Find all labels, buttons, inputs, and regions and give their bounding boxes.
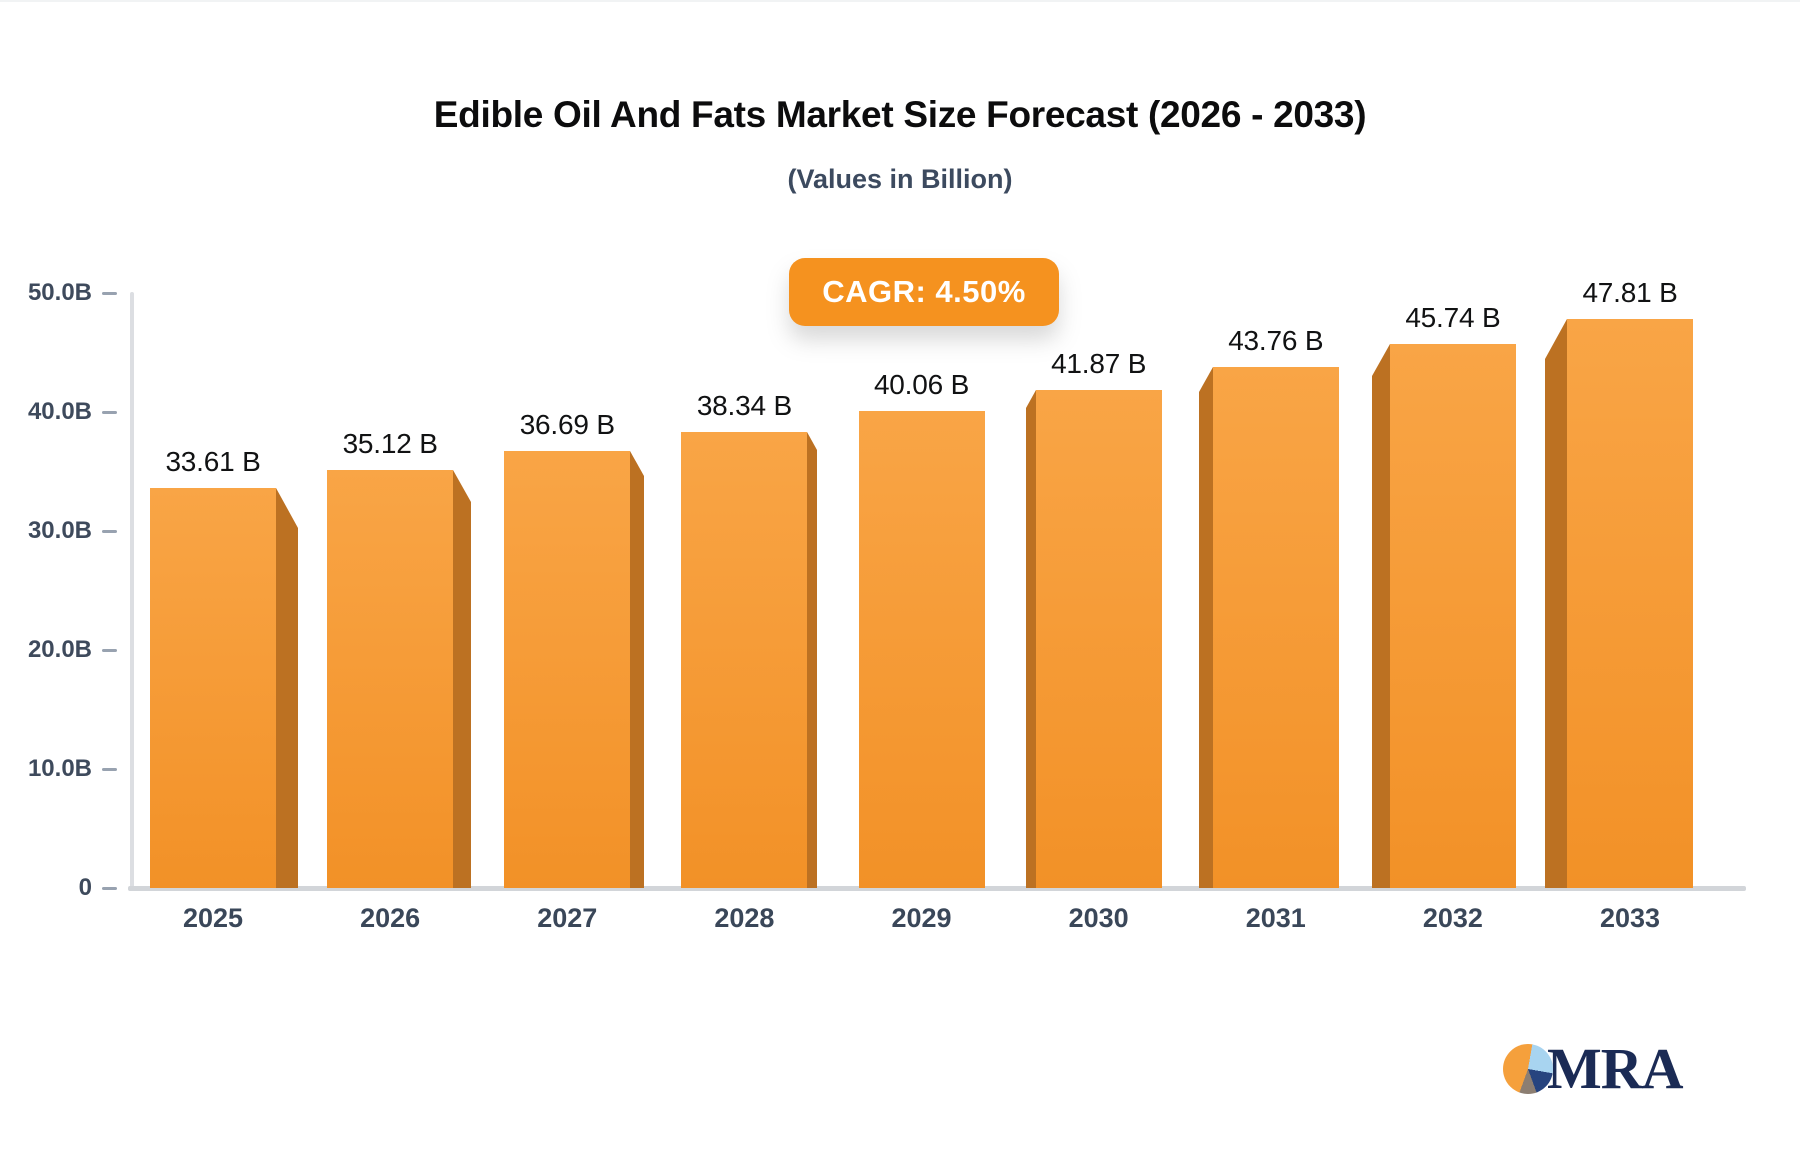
y-tick-mark (102, 768, 117, 771)
x-axis-label-2027: 2027 (537, 903, 598, 933)
y-axis-line (130, 292, 134, 890)
x-axis-baseline (128, 886, 1746, 891)
bar-2026 (327, 470, 453, 888)
y-tick-mark (102, 649, 117, 652)
y-tick-mark (102, 887, 117, 890)
bar-2028 (681, 432, 807, 888)
x-axis-label-2032: 2032 (1422, 903, 1483, 933)
bar-value-label-2027: 36.69 B (519, 409, 615, 440)
pie-chart-icon (1503, 1044, 1553, 1094)
cagr-badge: CAGR: 4.50% (789, 258, 1059, 326)
bar-side-2027 (630, 451, 644, 888)
bar-side-2026 (453, 470, 471, 888)
y-tick-mark (102, 530, 117, 533)
y-tick-label-20.0B: 20.0B (27, 636, 92, 663)
logo-text: MRA (1547, 1036, 1684, 1101)
mra-logo: MRA (1503, 1034, 1684, 1104)
x-axis-label-2025: 2025 (182, 903, 244, 933)
cagr-badge-label: CAGR: 4.50% (822, 274, 1026, 309)
y-tick-label-10.0B: 10.0B (27, 755, 92, 782)
y-tick-label-50.0B: 50.0B (27, 279, 92, 306)
chart-subtitle: (Values in Billion) (787, 164, 1013, 194)
bar-side-2032 (1372, 344, 1390, 888)
y-tick-mark (102, 411, 117, 414)
x-axis-label-2026: 2026 (360, 903, 421, 933)
bar-side-2025 (276, 488, 298, 888)
y-tick-label-0: 0 (78, 874, 92, 901)
bar-side-2028 (807, 432, 817, 888)
x-axis-label-2031: 2031 (1245, 903, 1306, 933)
bar-2031 (1213, 367, 1339, 888)
x-axis-label-2029: 2029 (891, 903, 952, 933)
bar-2032 (1390, 344, 1516, 888)
bar-value-label-2031: 43.76 B (1228, 325, 1324, 356)
x-axis-label-2030: 2030 (1068, 903, 1129, 933)
bar-value-label-2028: 38.34 B (696, 390, 792, 421)
bar-2033 (1567, 319, 1693, 888)
bar-value-label-2025: 33.61 B (165, 446, 261, 477)
x-axis-label-2028: 2028 (714, 903, 775, 933)
bar-2030 (1036, 390, 1162, 888)
bar-2027 (504, 451, 630, 888)
y-tick-label-40.0B: 40.0B (27, 398, 92, 425)
bar-side-2033 (1545, 319, 1567, 888)
x-axis-label-2033: 2033 (1599, 903, 1661, 933)
bar-value-label-2030: 41.87 B (1051, 348, 1147, 379)
bar-value-label-2026: 35.12 B (342, 428, 438, 459)
bar-2025 (150, 488, 276, 888)
chart-title: Edible Oil And Fats Market Size Forecast… (433, 94, 1367, 135)
bar-value-label-2033: 47.81 B (1582, 277, 1678, 308)
bar-side-2031 (1199, 367, 1213, 888)
bar-value-label-2029: 40.06 B (873, 369, 970, 400)
y-tick-label-30.0B: 30.0B (27, 517, 92, 544)
bar-value-label-2032: 45.74 B (1405, 302, 1501, 333)
bar-side-2030 (1026, 390, 1036, 888)
y-tick-mark (102, 292, 117, 295)
bar-2029 (859, 411, 985, 888)
